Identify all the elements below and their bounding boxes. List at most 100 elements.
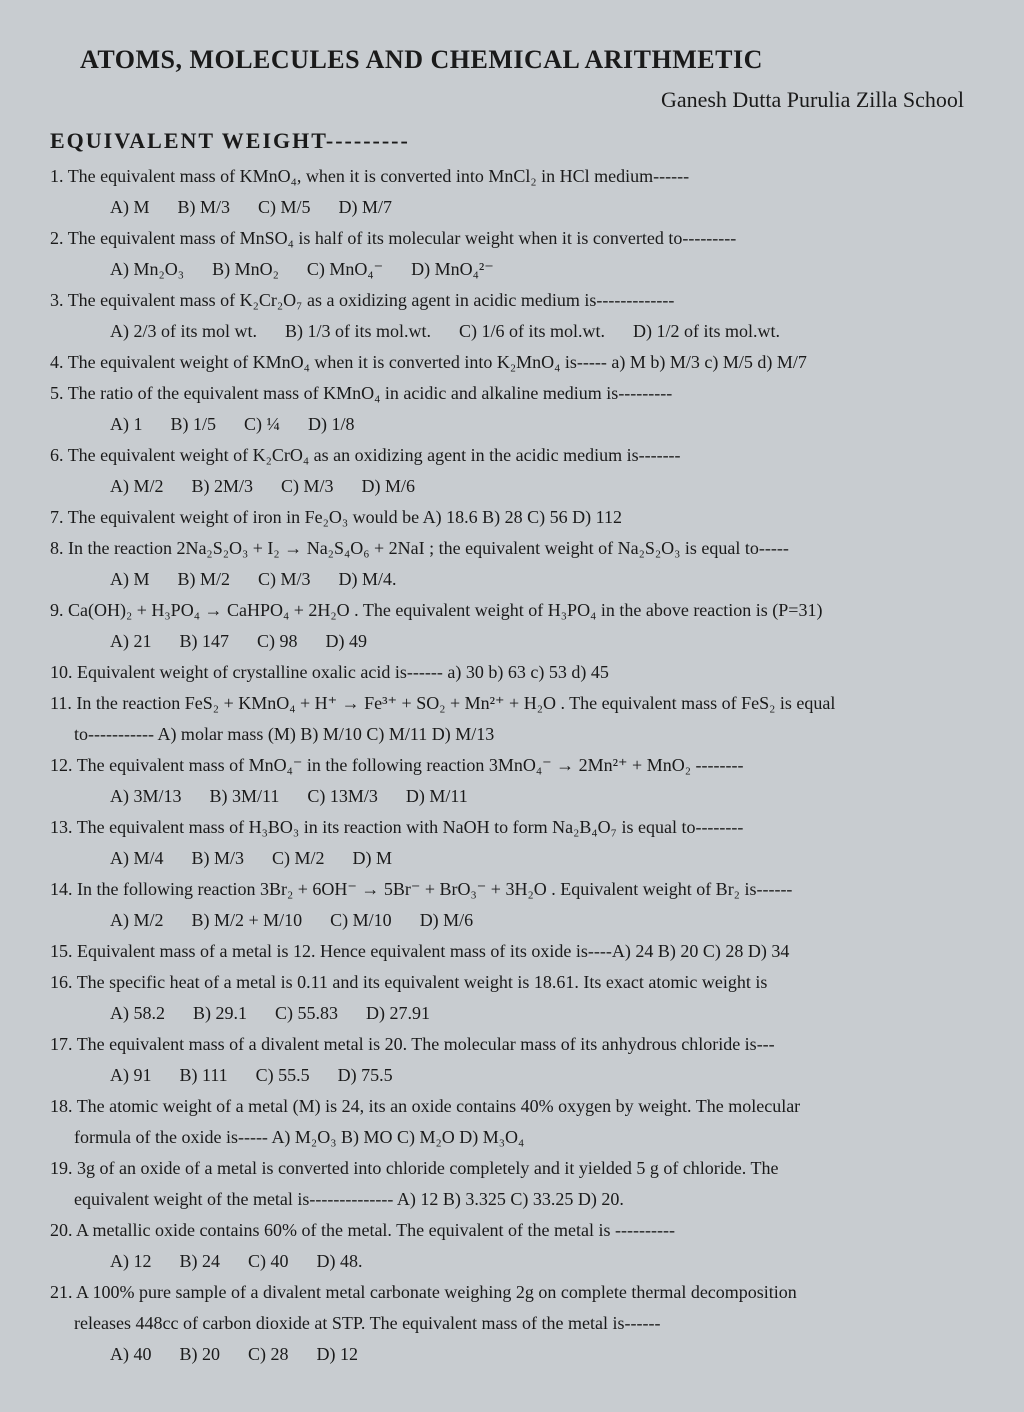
question-number: 20. (50, 1220, 76, 1240)
option: D) M/4. (339, 569, 397, 589)
option: B) 20 (180, 1344, 221, 1364)
question-number: 11. (50, 693, 76, 713)
question-text: In the reaction 2Na₂S₂O₃ + I₂ → Na₂S₄O₆ … (68, 538, 789, 558)
option: D) MnO₄²⁻ (411, 259, 494, 279)
question-text: The equivalent mass of KMnO₄, when it is… (68, 166, 689, 186)
question: 15. Equivalent mass of a metal is 12. He… (50, 938, 974, 965)
option: C) M/5 (258, 197, 311, 217)
option: B) 111 (180, 1065, 228, 1085)
question-text: The specific heat of a metal is 0.11 and… (77, 972, 768, 992)
option: C) ¼ (244, 414, 280, 434)
option: A) 2/3 of its mol wt. (110, 321, 257, 341)
questions-container: 1. The equivalent mass of KMnO₄, when it… (50, 163, 974, 1368)
question: 11. In the reaction FeS₂ + KMnO₄ + H⁺ → … (50, 690, 974, 717)
option: A) M (110, 569, 150, 589)
question-text: Ca(OH)₂ + H₃PO₄ → CaHPO₄ + 2H₂O . The eq… (68, 600, 822, 620)
question-continuation: equivalent weight of the metal is-------… (74, 1186, 974, 1213)
question-number: 15. (50, 941, 77, 961)
question-number: 16. (50, 972, 77, 992)
question-options: A) 58.2B) 29.1C) 55.83D) 27.91 (110, 1000, 974, 1027)
question: 9. Ca(OH)₂ + H₃PO₄ → CaHPO₄ + 2H₂O . The… (50, 597, 974, 624)
question-text: The atomic weight of a metal (M) is 24, … (77, 1096, 801, 1116)
question-number: 6. (50, 445, 68, 465)
option: D) M/7 (339, 197, 393, 217)
question-text: The equivalent mass of H₃BO₃ in its reac… (77, 817, 744, 837)
question-continuation: formula of the oxide is----- A) M₂O₃ B) … (74, 1124, 974, 1151)
option: A) M/2 (110, 476, 164, 496)
question: 3. The equivalent mass of K₂Cr₂O₇ as a o… (50, 287, 974, 314)
question: 7. The equivalent weight of iron in Fe₂O… (50, 504, 974, 531)
question-number: 5. (50, 383, 68, 403)
question-number: 12. (50, 755, 77, 775)
option: B) 24 (180, 1251, 221, 1271)
question: 18. The atomic weight of a metal (M) is … (50, 1093, 974, 1120)
option: D) 1/2 of its mol.wt. (633, 321, 780, 341)
question-text: The equivalent mass of MnSO₄ is half of … (68, 228, 737, 248)
question: 12. The equivalent mass of MnO₄⁻ in the … (50, 752, 974, 779)
question-number: 2. (50, 228, 68, 248)
option: A) 40 (110, 1344, 152, 1364)
option: D) M (353, 848, 393, 868)
option: D) M/6 (362, 476, 416, 496)
option: D) 27.91 (366, 1003, 430, 1023)
question: 21. A 100% pure sample of a divalent met… (50, 1279, 974, 1306)
question-text: The equivalent mass of a divalent metal … (77, 1034, 775, 1054)
question: 14. In the following reaction 3Br₂ + 6OH… (50, 876, 974, 903)
section-heading: EQUIVALENT WEIGHT--------- (50, 124, 974, 157)
option: D) 48. (317, 1251, 363, 1271)
option: A) M (110, 197, 150, 217)
question-continuation: releases 448cc of carbon dioxide at STP.… (74, 1310, 974, 1337)
option: B) M/3 (178, 197, 231, 217)
question: 4. The equivalent weight of KMnO₄ when i… (50, 349, 974, 376)
page-title: ATOMS, MOLECULES AND CHEMICAL ARITHMETIC (80, 40, 974, 79)
question: 19. 3g of an oxide of a metal is convert… (50, 1155, 974, 1182)
question-number: 14. (50, 879, 77, 899)
question: 6. The equivalent weight of K₂CrO₄ as an… (50, 442, 974, 469)
option: A) 12 (110, 1251, 152, 1271)
question-number: 19. (50, 1158, 77, 1178)
question-options: A) M/2B) 2M/3C) M/3D) M/6 (110, 473, 974, 500)
question-text: The equivalent mass of MnO₄⁻ in the foll… (77, 755, 744, 775)
question-text: A 100% pure sample of a divalent metal c… (76, 1282, 797, 1302)
question-number: 4. (50, 352, 68, 372)
option: A) M/4 (110, 848, 164, 868)
option: C) M/2 (272, 848, 325, 868)
option: B) 1/3 of its mol.wt. (285, 321, 431, 341)
question-text: In the following reaction 3Br₂ + 6OH⁻ → … (77, 879, 792, 899)
option: C) M/3 (281, 476, 334, 496)
school-name: Ganesh Dutta Purulia Zilla School (50, 83, 964, 116)
question-number: 1. (50, 166, 68, 186)
question-text: The equivalent weight of K₂CrO₄ as an ox… (68, 445, 681, 465)
option: C) M/10 (330, 910, 392, 930)
option: D) 1/8 (308, 414, 355, 434)
option: A) 1 (110, 414, 143, 434)
question-text: Equivalent mass of a metal is 12. Hence … (77, 941, 789, 961)
question: 13. The equivalent mass of H₃BO₃ in its … (50, 814, 974, 841)
question-number: 18. (50, 1096, 77, 1116)
question-number: 9. (50, 600, 68, 620)
option: D) 49 (326, 631, 368, 651)
question-number: 3. (50, 290, 68, 310)
option: A) 91 (110, 1065, 152, 1085)
option: D) M/11 (406, 786, 468, 806)
option: B) MnO₂ (212, 259, 279, 279)
question-text: In the reaction FeS₂ + KMnO₄ + H⁺ → Fe³⁺… (76, 693, 835, 713)
question: 10. Equivalent weight of crystalline oxa… (50, 659, 974, 686)
question: 2. The equivalent mass of MnSO₄ is half … (50, 225, 974, 252)
question-options: A) 1B) 1/5C) ¼D) 1/8 (110, 411, 974, 438)
question-text: 3g of an oxide of a metal is converted i… (77, 1158, 778, 1178)
option: B) 147 (180, 631, 230, 651)
option: D) M/6 (420, 910, 474, 930)
option: B) M/2 (178, 569, 231, 589)
question-number: 17. (50, 1034, 77, 1054)
question-number: 8. (50, 538, 68, 558)
question: 16. The specific heat of a metal is 0.11… (50, 969, 974, 996)
option: C) M/3 (258, 569, 311, 589)
option: A) 21 (110, 631, 152, 651)
option: A) Mn₂O₃ (110, 259, 184, 279)
question-number: 13. (50, 817, 77, 837)
question-text: The equivalent weight of KMnO₄ when it i… (68, 352, 807, 372)
question-text: The equivalent weight of iron in Fe₂O₃ w… (68, 507, 622, 527)
question: 20. A metallic oxide contains 60% of the… (50, 1217, 974, 1244)
option: A) M/2 (110, 910, 164, 930)
